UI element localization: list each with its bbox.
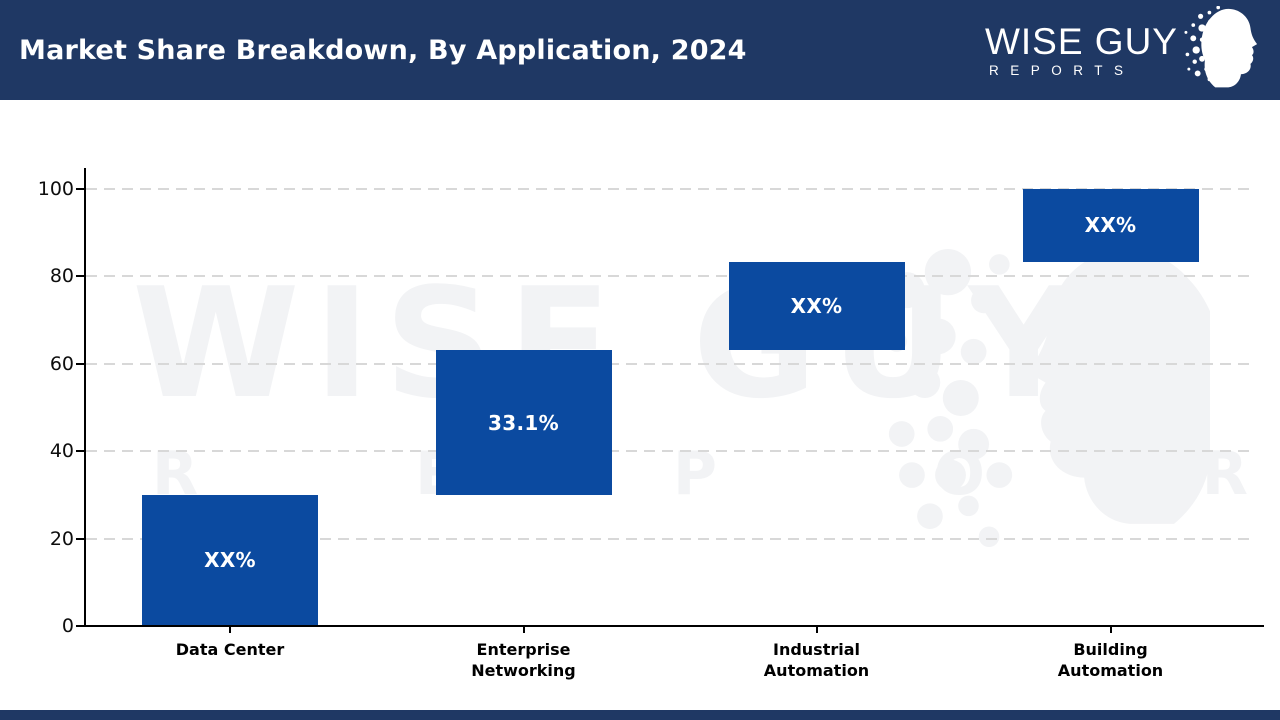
bar-enterprise-networking: 33.1% [435, 350, 612, 495]
y-tick-mark [76, 625, 85, 627]
watermark-head-graphic [883, 248, 1210, 548]
x-tick-mark [815, 627, 818, 633]
y-tick-label: 20 [49, 527, 74, 550]
y-tick-mark [76, 537, 85, 540]
y-tick-mark [76, 275, 85, 278]
logo-text: WISE GUY REPORTS [984, 21, 1178, 79]
gridline [86, 275, 1254, 278]
gridline [86, 537, 1254, 540]
y-tick-label: 40 [49, 440, 74, 463]
header-bar: Market Share Breakdown, By Application, … [0, 0, 1280, 100]
y-tick-label: 100 [37, 178, 74, 200]
logo-subtext: REPORTS [988, 63, 1135, 78]
x-tick-mark [1109, 627, 1112, 633]
y-tick-mark [76, 362, 85, 365]
logo-head-icon [1184, 6, 1258, 88]
y-axis-line [84, 168, 86, 627]
gridline [86, 450, 1254, 453]
bar-building-automation: XX% [1022, 189, 1199, 262]
x-tick-mark [229, 627, 231, 633]
y-tick-label: 80 [49, 265, 74, 288]
category-label: Industrial Automation [763, 640, 870, 680]
x-tick-mark [522, 627, 525, 633]
bar-value-label: XX% [1084, 213, 1137, 238]
x-axis-line [84, 625, 1264, 627]
y-tick-mark [76, 450, 85, 453]
bar-value-label: XX% [204, 548, 256, 573]
bar-industrial-automation: XX% [728, 261, 905, 351]
y-tick-label: 0 [61, 615, 74, 637]
y-tick-label: 60 [49, 352, 74, 375]
brand-logo: WISE GUY REPORTS [985, 4, 1268, 96]
watermark-text-primary: WISE GUY [132, 255, 1093, 432]
bar-value-label: XX% [790, 293, 843, 318]
logo-wordmark: WISE GUY [984, 21, 1178, 62]
bar-data-center: XX% [142, 494, 318, 626]
watermark-text-secondary: R E P O R T S [152, 439, 1280, 509]
footer-bar [0, 710, 1280, 720]
category-label: Building Automation [1057, 640, 1164, 680]
category-label: Data Center [175, 640, 285, 659]
page-title: Market Share Breakdown, By Application, … [19, 34, 747, 66]
category-label: Enterprise Networking [471, 640, 576, 680]
bar-value-label: 33.1% [488, 410, 559, 435]
gridline [86, 188, 1254, 190]
gridline [86, 362, 1254, 365]
y-tick-mark [76, 188, 85, 190]
